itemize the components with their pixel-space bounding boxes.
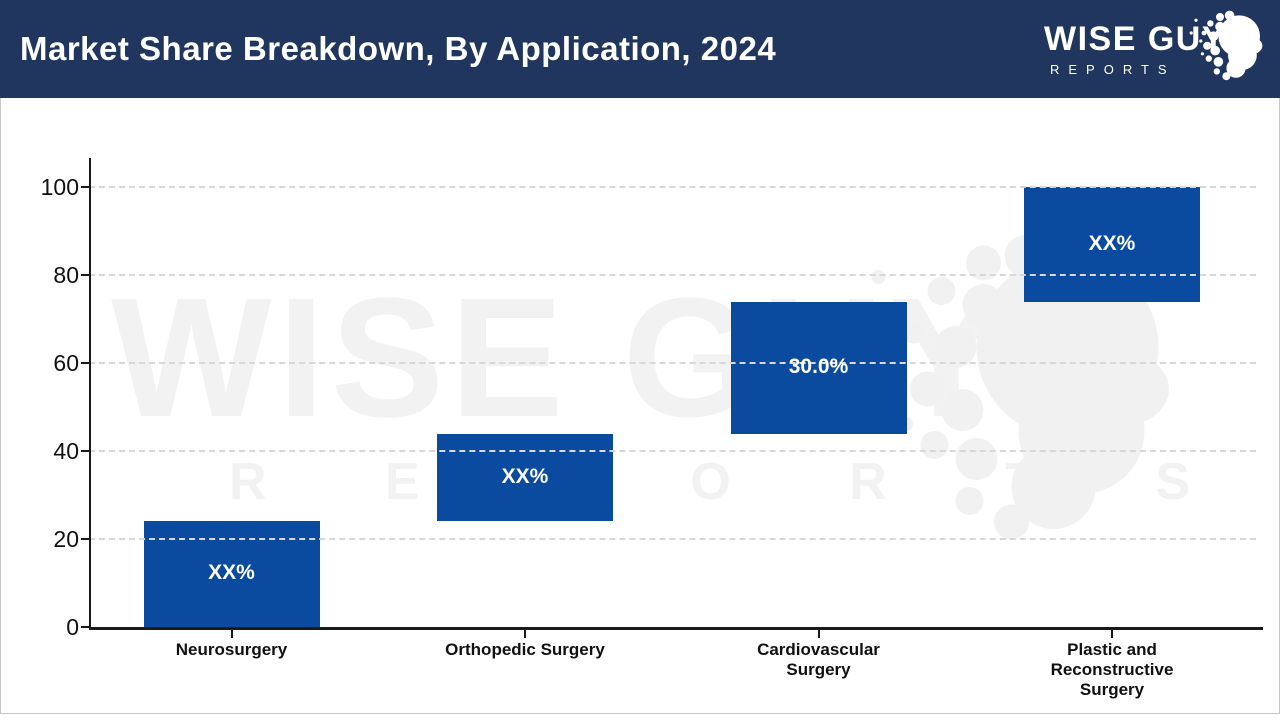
gridline	[89, 362, 1256, 365]
gridline	[89, 274, 1256, 277]
dotted-face-icon	[1189, 10, 1263, 81]
x-axis-tick	[817, 630, 820, 638]
y-tick-label: 20	[53, 526, 79, 553]
brand-logo: WISE GUY REPORTS	[1012, 4, 1268, 94]
x-category-label: Plastic and Reconstructive Surgery	[1050, 640, 1174, 699]
y-tick-label: 40	[53, 438, 79, 465]
logo-brand-text: WISE GUY	[1044, 20, 1227, 58]
y-axis	[89, 158, 91, 629]
y-axis-tick	[81, 186, 89, 189]
header-bar: Market Share Breakdown, By Application, …	[0, 0, 1280, 98]
gridline	[89, 450, 1256, 453]
x-category-label: Cardiovascular Surgery	[757, 640, 880, 679]
bar-segment	[730, 301, 907, 434]
x-axis-tick	[1111, 630, 1113, 638]
bar-segment	[1024, 187, 1200, 302]
bar-value-label: XX%	[501, 464, 549, 488]
bar-value-label: 30.0%	[788, 354, 849, 378]
logo-sub-text: REPORTS	[1050, 62, 1176, 77]
y-axis-tick	[81, 362, 89, 365]
x-category-label: Neurosurgery	[175, 640, 288, 659]
y-axis-tick	[81, 450, 89, 453]
y-axis-tick	[81, 626, 89, 628]
bar-value-label: XX%	[208, 561, 255, 585]
x-axis-tick	[230, 630, 233, 638]
gridline	[89, 538, 1256, 541]
page-title: Market Share Breakdown, By Application, …	[20, 30, 777, 67]
y-tick-label: 60	[53, 350, 79, 377]
bar-segment	[437, 433, 613, 522]
y-tick-label: 100	[40, 174, 79, 201]
y-axis-tick	[81, 274, 89, 277]
x-category-label: Orthopedic Surgery	[445, 640, 605, 659]
x-axis-tick	[524, 630, 526, 638]
y-axis-tick	[81, 538, 89, 541]
gridline	[89, 186, 1256, 189]
chart-container: WISE GUY R E P O R T S XX% XX% 30.0% XX% 0 20…	[0, 98, 1280, 714]
x-axis	[89, 627, 1263, 630]
bar-value-label: XX%	[1088, 231, 1136, 255]
y-tick-label: 0	[66, 614, 79, 640]
y-tick-label: 80	[53, 262, 79, 289]
